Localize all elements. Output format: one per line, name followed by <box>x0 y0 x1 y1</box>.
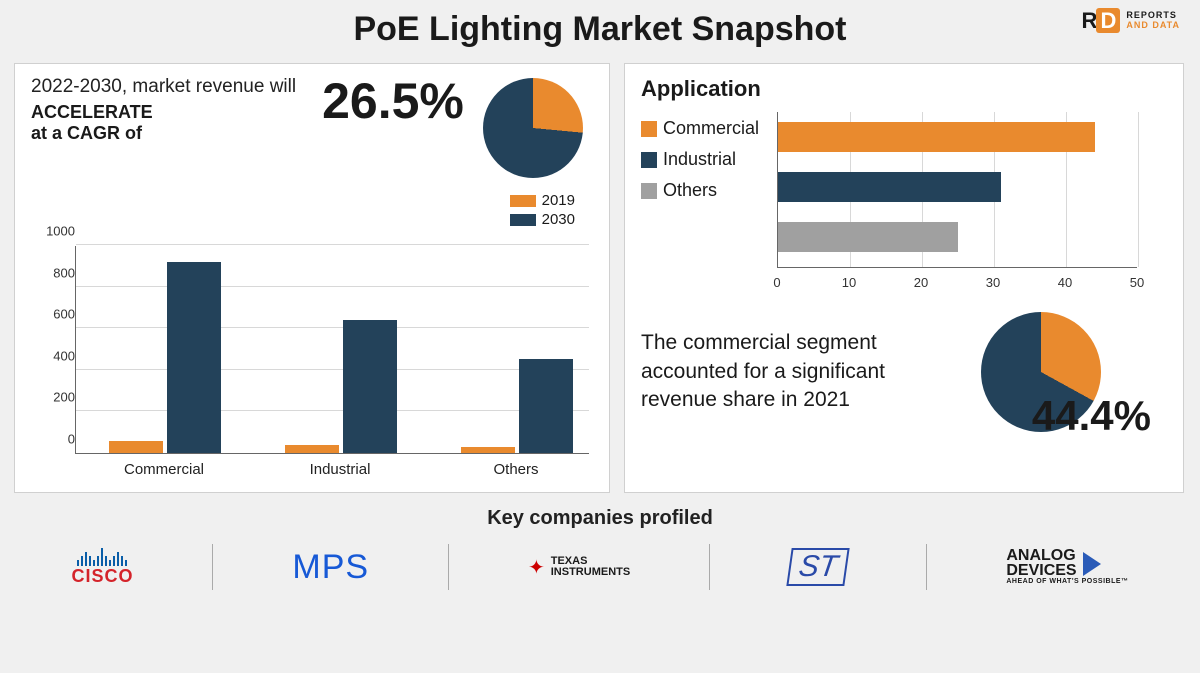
ytick: 0 <box>68 432 75 447</box>
application-heading: Application <box>641 76 1167 102</box>
hbar <box>778 172 1001 202</box>
xtick: 50 <box>1130 275 1144 290</box>
xlabel: Industrial <box>310 461 371 478</box>
hbar <box>778 222 958 252</box>
legend-swatch <box>641 121 657 137</box>
legend-swatch-2030 <box>510 214 536 226</box>
ti-text-2: INSTRUMENTS <box>551 567 630 578</box>
cagr-value: 26.5% <box>322 76 464 126</box>
legend-swatch-2019 <box>510 195 536 207</box>
cisco-icon <box>77 548 127 566</box>
grouped-bar-chart: 02004006008001000CommercialIndustrialOth… <box>29 240 595 480</box>
pie-cagr <box>483 78 583 178</box>
legend-label-2030: 2030 <box>542 211 575 228</box>
ti-icon: ✦ <box>528 555 545 580</box>
cisco-text: CISCO <box>71 566 133 587</box>
share-value: 44.4% <box>1032 392 1151 440</box>
logo-separator <box>448 544 449 590</box>
bar <box>461 447 515 453</box>
ytick: 600 <box>53 307 75 322</box>
grouped-legend: 2019 2030 <box>510 192 575 228</box>
bar <box>519 359 573 453</box>
hbar <box>778 122 1095 152</box>
xlabel: Commercial <box>124 461 204 478</box>
legend-swatch <box>641 183 657 199</box>
bar <box>109 441 163 453</box>
logo-separator <box>926 544 927 590</box>
company-logos: CISCO MPS ✦ TEXAS INSTRUMENTS ST ANALOG … <box>14 538 1186 602</box>
ytick: 400 <box>53 348 75 363</box>
logo-adi: ANALOG DEVICES AHEAD OF WHAT'S POSSIBLE™ <box>1006 549 1128 585</box>
adi-tagline: AHEAD OF WHAT'S POSSIBLE™ <box>1006 578 1128 585</box>
application-legend: Commercial Industrial Others <box>641 118 759 292</box>
application-summary: The commercial segment accounted for a s… <box>641 329 921 414</box>
cagr-accelerate: ACCELERATE <box>31 102 153 122</box>
logo-cisco: CISCO <box>71 548 133 587</box>
grouped-plot-area <box>75 246 589 454</box>
logo-separator <box>212 544 213 590</box>
legend-label-2019: 2019 <box>542 192 575 209</box>
legend-swatch <box>641 152 657 168</box>
xtick: 20 <box>914 275 928 290</box>
ytick: 200 <box>53 390 75 405</box>
bar <box>167 262 221 453</box>
brand-logo: RD REPORTS AND DATA <box>1082 8 1180 34</box>
legend-label: Others <box>663 180 717 201</box>
panel-application: Application Commercial Industrial Others 0… <box>624 63 1184 493</box>
xtick: 30 <box>986 275 1000 290</box>
logo-mps: MPS <box>292 548 369 587</box>
adi-text-2: DEVICES <box>1006 564 1076 578</box>
legend-label: Industrial <box>663 149 736 170</box>
adi-icon <box>1083 552 1101 576</box>
hbar-plot-area <box>777 112 1137 268</box>
cagr-line1: 2022-2030, market revenue will <box>31 76 296 98</box>
panel-cagr: 2022-2030, market revenue will ACCELERAT… <box>14 63 610 493</box>
xtick: 10 <box>842 275 856 290</box>
logo-st: ST <box>786 548 850 586</box>
xlabel: Others <box>493 461 538 478</box>
header: PoE Lighting Market Snapshot RD REPORTS … <box>14 10 1186 49</box>
brand-rd: RD <box>1082 8 1121 34</box>
page-title: PoE Lighting Market Snapshot <box>14 10 1186 49</box>
key-companies-heading: Key companies profiled <box>14 507 1186 530</box>
logo-separator <box>709 544 710 590</box>
legend-label: Commercial <box>663 118 759 139</box>
bar <box>343 320 397 453</box>
cagr-at: at a CAGR of <box>31 123 142 143</box>
brand-and-data: AND DATA <box>1126 21 1180 31</box>
xtick: 40 <box>1058 275 1072 290</box>
brand-text: REPORTS AND DATA <box>1126 11 1180 31</box>
logo-ti: ✦ TEXAS INSTRUMENTS <box>528 555 630 580</box>
xtick: 0 <box>773 275 780 290</box>
hbar-chart: 0 10 20 30 40 50 <box>773 112 1141 292</box>
ytick: 800 <box>53 265 75 280</box>
ytick: 1000 <box>46 224 75 239</box>
bar <box>285 445 339 453</box>
